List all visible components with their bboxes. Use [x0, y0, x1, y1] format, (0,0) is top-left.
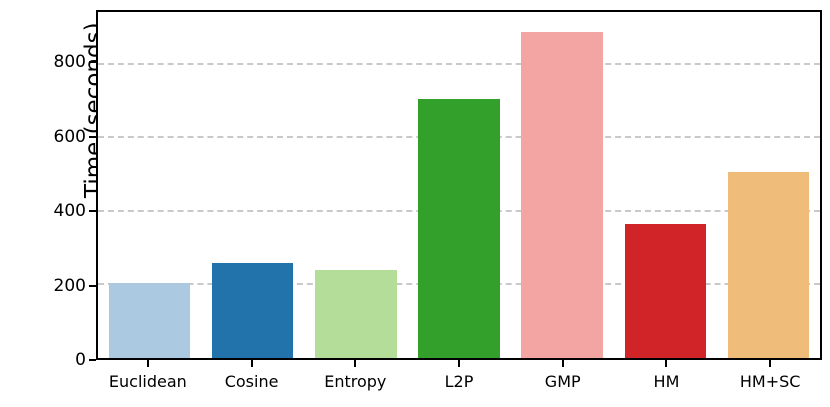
- x-tick-label-l2p: L2P: [444, 372, 474, 391]
- bars: [98, 12, 820, 358]
- x-tick-mark-gmp: [561, 360, 564, 367]
- x-tick-label-hm: HM: [653, 372, 680, 391]
- bar-cosine: [211, 263, 294, 358]
- bar-slot-cosine: [201, 12, 304, 358]
- y-tick-label-600: 600: [53, 126, 86, 147]
- bar-slot-hm: [614, 12, 717, 358]
- x-tick-mark-hm: [665, 360, 668, 367]
- y-tick-mark-0: [89, 359, 96, 361]
- gridline-800: [98, 62, 820, 65]
- bar-entropy: [315, 269, 397, 358]
- y-tick-mark-400: [89, 210, 96, 213]
- y-tick-mark-800: [89, 61, 96, 64]
- y-axis-tick-labels: 0 200 400 600 800: [0, 10, 86, 370]
- y-tick-label-800: 800: [53, 52, 86, 73]
- bar-slot-gmp: [511, 12, 614, 358]
- y-tick-mark-600: [89, 135, 96, 138]
- bar-slot-l2p: [407, 12, 510, 358]
- x-tick-mark-l2p: [458, 360, 460, 367]
- bar-l2p: [418, 98, 500, 358]
- y-tick-label-0: 0: [75, 350, 86, 370]
- bar-euclidean: [108, 282, 191, 358]
- x-tick-mark-entropy: [354, 360, 357, 367]
- bar-slot-euclidean: [98, 12, 201, 358]
- x-tick-mark-hm-sc: [769, 360, 772, 367]
- x-tick-label-entropy: Entropy: [324, 372, 387, 391]
- x-tick-mark-euclidean: [146, 360, 149, 367]
- bar-slot-hm-sc: [717, 12, 820, 358]
- x-tick-mark-cosine: [250, 360, 253, 367]
- x-tick-label-hm-sc: HM+SC: [739, 372, 801, 391]
- bar-hm: [624, 223, 706, 358]
- bar-hm-sc: [727, 172, 810, 358]
- x-axis-tick-marks: [96, 360, 822, 367]
- y-tick-label-400: 400: [53, 201, 86, 222]
- y-tick-mark-200: [89, 284, 96, 287]
- y-axis-tick-marks: [89, 10, 96, 361]
- y-tick-label-200: 200: [53, 275, 86, 296]
- x-tick-label-euclidean: Euclidean: [108, 372, 187, 391]
- x-tick-label-cosine: Cosine: [224, 372, 279, 391]
- x-axis-tick-labels: Euclidean Cosine Entropy L2P GMP HM HM+SC: [96, 372, 822, 391]
- plot-area: [96, 10, 822, 360]
- bar-gmp: [521, 32, 603, 358]
- bar-slot-entropy: [304, 12, 407, 358]
- x-tick-label-gmp: GMP: [544, 372, 581, 391]
